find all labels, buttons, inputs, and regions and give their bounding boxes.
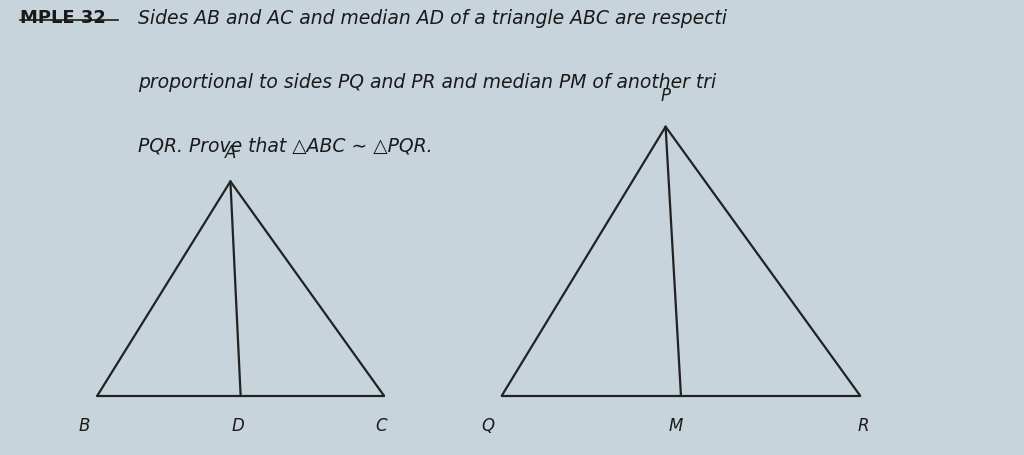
Text: proportional to sides PQ and PR and median PM of another tri: proportional to sides PQ and PR and medi… xyxy=(138,73,717,92)
Text: PQR. Prove that △ABC ∼ △PQR.: PQR. Prove that △ABC ∼ △PQR. xyxy=(138,136,433,156)
Text: M: M xyxy=(669,416,683,434)
Text: C: C xyxy=(375,416,387,434)
Text: MPLE 32: MPLE 32 xyxy=(20,9,106,27)
Text: P: P xyxy=(660,87,671,105)
Text: D: D xyxy=(231,416,244,434)
Text: B: B xyxy=(78,416,90,434)
Text: Sides AB and AC and median AD of a triangle ABC are respecti: Sides AB and AC and median AD of a trian… xyxy=(138,9,727,28)
Text: Q: Q xyxy=(481,416,494,434)
Text: A: A xyxy=(224,144,237,162)
Text: R: R xyxy=(857,416,869,434)
